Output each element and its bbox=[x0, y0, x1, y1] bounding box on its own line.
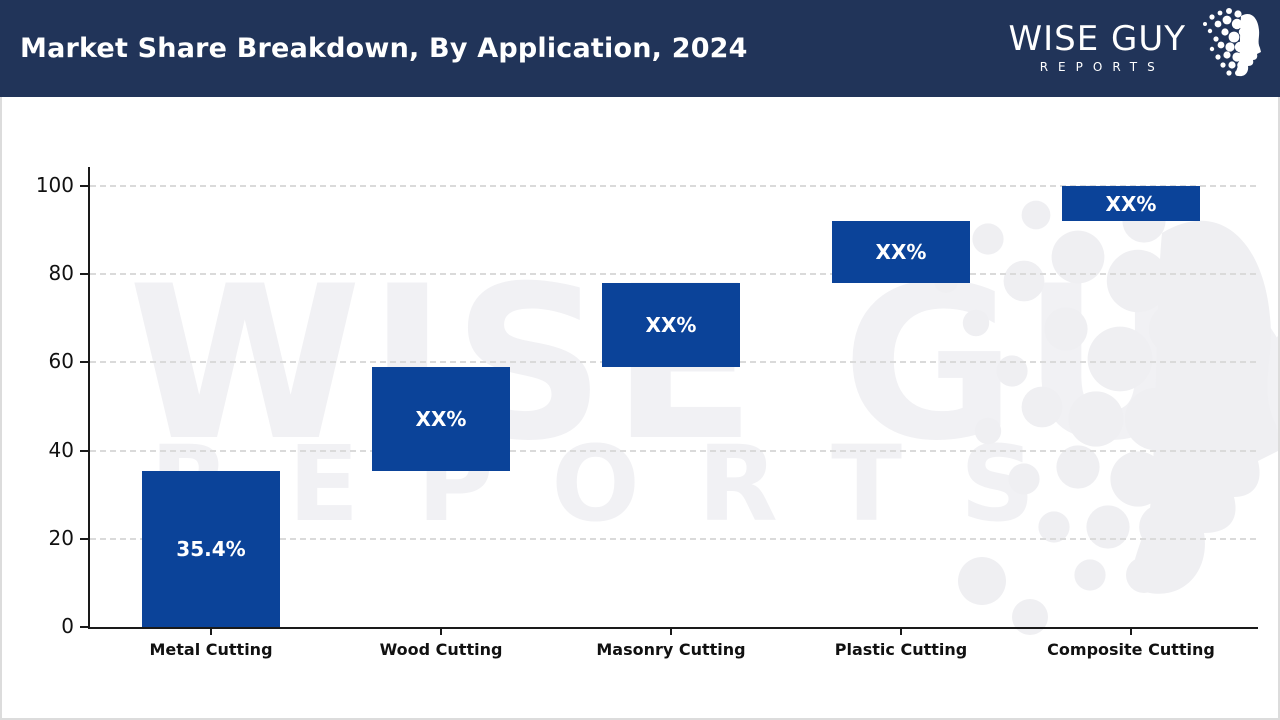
x-category-label: Plastic Cutting bbox=[834, 640, 968, 659]
y-tick-label: 0 bbox=[61, 614, 74, 638]
y-tick-label: 40 bbox=[48, 437, 74, 462]
x-category-label: Masonry Cutting bbox=[596, 640, 746, 659]
gridline-40 bbox=[90, 449, 1256, 452]
y-tick-mark bbox=[80, 449, 88, 452]
bar-value-label: XX% bbox=[415, 406, 467, 431]
x-tick-mark bbox=[210, 629, 212, 635]
logo-text: WISE GUY REPORTS bbox=[1008, 19, 1186, 74]
x-tick-mark bbox=[670, 629, 672, 635]
y-tick-label: 60 bbox=[48, 349, 74, 374]
bar-segment: XX% bbox=[372, 366, 510, 471]
y-tick-label: 20 bbox=[48, 525, 74, 550]
bar-segment: XX% bbox=[832, 221, 970, 283]
y-tick-mark bbox=[80, 185, 88, 187]
watermark-subtitle: REPORTS bbox=[150, 423, 1094, 545]
gridline-80 bbox=[90, 273, 1256, 276]
header: Market Share Breakdown, By Application, … bbox=[0, 0, 1280, 97]
bar-segment: 35.4% bbox=[142, 470, 280, 627]
bar-value-label: XX% bbox=[875, 240, 927, 265]
bar-value-label: XX% bbox=[645, 312, 697, 337]
bar-segment: XX% bbox=[602, 283, 740, 367]
x-tick-mark bbox=[1130, 629, 1132, 635]
bar-value-label: XX% bbox=[1105, 191, 1157, 216]
gridline-20 bbox=[90, 537, 1256, 540]
page-title: Market Share Breakdown, By Application, … bbox=[20, 33, 748, 64]
y-tick-label: 100 bbox=[35, 173, 74, 197]
logo-wordmark: WISE GUY bbox=[1008, 19, 1186, 60]
y-tick-mark bbox=[80, 273, 88, 276]
y-tick-mark bbox=[80, 626, 88, 628]
y-axis-line bbox=[88, 167, 90, 629]
bar-chart: 0 20 40 60 80 100 35.4% Metal Cutting XX% Wood Cu… bbox=[0, 97, 1280, 720]
x-category-label: Wood Cutting bbox=[379, 640, 503, 659]
x-category-label: Composite Cutting bbox=[1047, 640, 1215, 659]
y-tick-label: 80 bbox=[48, 261, 74, 286]
bar-value-label: 35.4% bbox=[176, 536, 246, 561]
x-tick-mark bbox=[440, 629, 442, 635]
logo-subtitle: REPORTS bbox=[1039, 59, 1165, 74]
wiseguy-logo: WISE GUY REPORTS bbox=[1008, 8, 1268, 88]
y-tick-mark bbox=[80, 361, 88, 364]
bar-segment: XX% bbox=[1062, 186, 1200, 222]
logo-head-icon bbox=[1203, 8, 1261, 77]
x-axis-line bbox=[88, 627, 1258, 629]
y-tick-mark bbox=[80, 537, 88, 540]
x-tick-mark bbox=[900, 629, 902, 635]
gridline-100 bbox=[90, 185, 1256, 187]
x-category-label: Metal Cutting bbox=[149, 640, 273, 659]
